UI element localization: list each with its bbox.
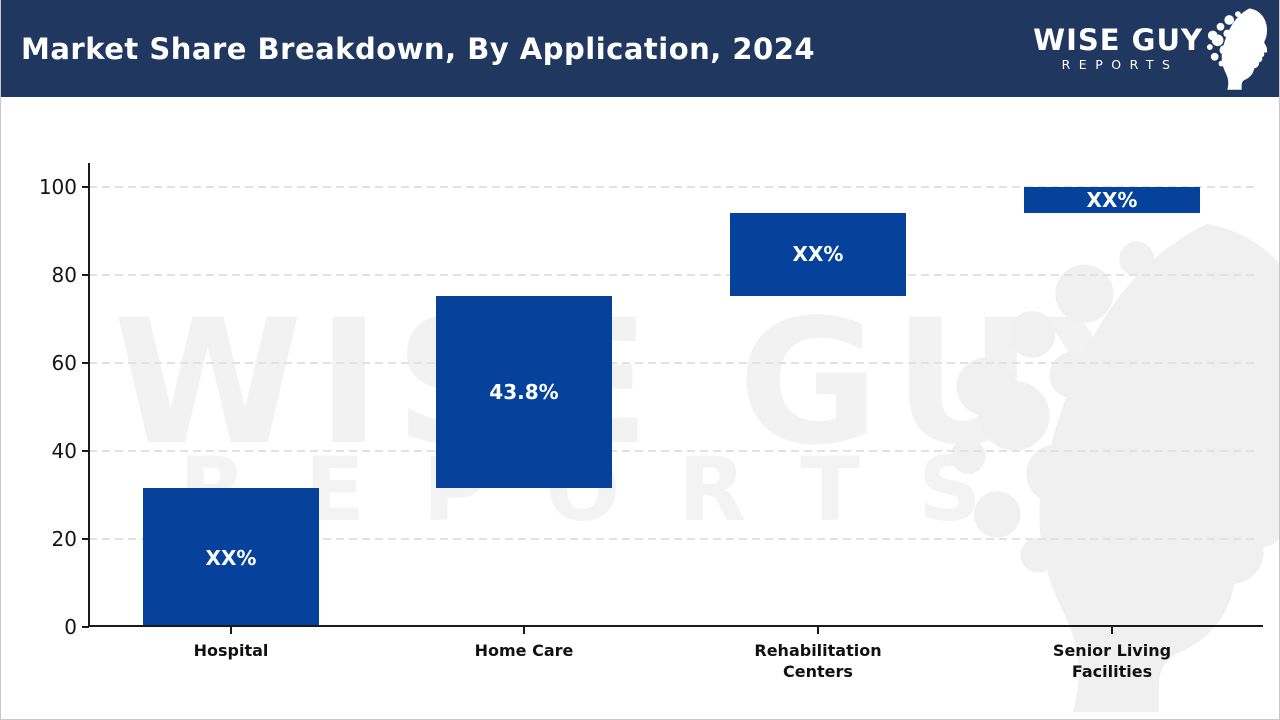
logo-wordmark-line1: WISE GUY [1033,22,1203,57]
x-axis-label-line: Home Care [474,641,574,660]
watermark-wordmark: WISE GUY [113,282,1186,483]
y-tick-label: 20 [51,527,77,551]
x-axis-label-line: Facilities [1071,662,1153,681]
x-axis-label: Rehabilitation Centers [708,640,928,682]
y-tick-label: 100 [38,175,77,199]
x-axis-spine [88,625,1263,627]
watermark-face-icon [950,224,1279,712]
x-axis-label-line: Senior Living [1052,641,1172,660]
x-tick-mark [817,627,819,634]
gridline [89,450,1254,452]
y-tick-mark [82,450,89,452]
chart-title: Market Share Breakdown, By Application, … [21,31,816,66]
y-tick-label: 0 [64,615,77,639]
x-tick-mark [1111,627,1113,634]
y-tick-label: 80 [51,263,77,287]
gridline [89,538,1254,540]
x-tick-mark [230,627,232,634]
logo-wordmark-line2: REPORTS [1061,57,1179,73]
x-axis-label: Home Care [414,640,634,661]
header: Market Share Breakdown, By Application, … [1,0,1279,97]
x-axis-label-line: Centers [783,662,853,681]
bar-value-label: 43.8% [489,380,559,405]
y-axis-spine [88,163,90,627]
bar-home-care: 43.8% [436,295,612,489]
bar-value-label: XX% [1086,187,1138,212]
gridline [89,362,1254,364]
x-axis-label: Hospital [121,640,341,661]
bar-value-label: XX% [792,242,844,267]
brand-logo: WISE GUY REPORTS [1033,7,1267,91]
logo-face-icon [1206,7,1267,90]
gridline [89,186,1254,188]
y-tick-mark [82,626,89,628]
bar-hospital: XX% [143,488,319,627]
x-tick-mark [523,627,525,634]
y-tick-mark [82,274,89,276]
x-axis-label-line: Rehabilitation [754,641,882,660]
logo-wordmark: WISE GUY REPORTS [1033,22,1203,73]
gridline [89,274,1254,276]
y-tick-mark [82,362,89,364]
bar-rehabilitation-centers: XX% [730,212,906,296]
y-tick-label: 40 [51,439,77,463]
y-tick-mark [82,538,89,540]
bar-value-label: XX% [205,545,257,570]
bar-senior-living-facilities: XX% [1024,187,1200,213]
x-axis-label-line: Hospital [193,641,269,660]
x-axis-label: Senior Living Facilities [1002,640,1222,682]
y-tick-label: 60 [51,351,77,375]
y-tick-mark [82,186,89,188]
